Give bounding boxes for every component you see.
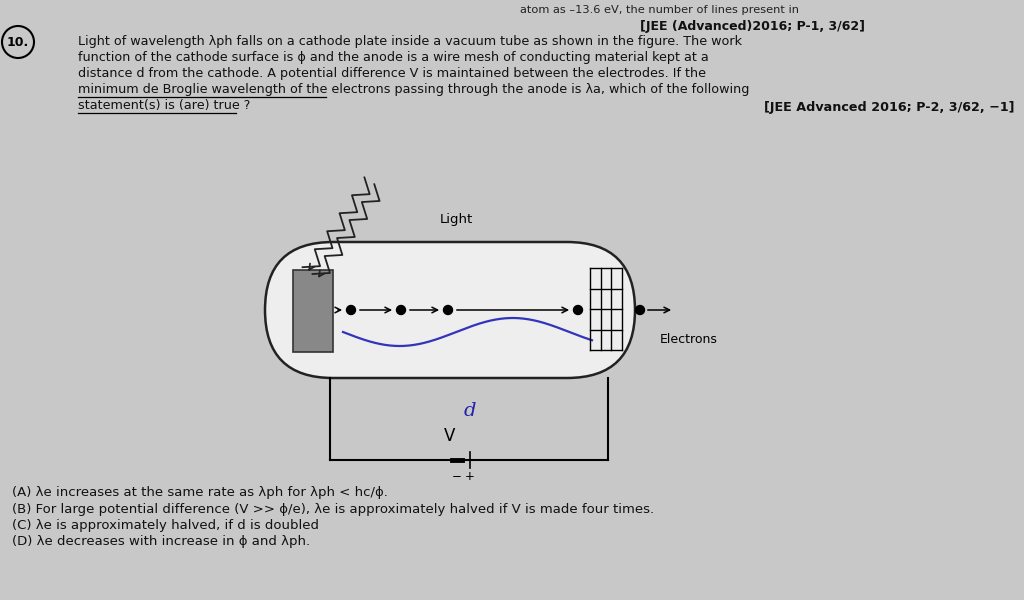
Text: Light: Light	[440, 213, 473, 226]
Text: Electrons: Electrons	[660, 333, 718, 346]
Text: function of the cathode surface is ϕ and the anode is a wire mesh of conducting : function of the cathode surface is ϕ and…	[78, 51, 709, 64]
Text: (C) λe is approximately halved, if d is doubled: (C) λe is approximately halved, if d is …	[12, 519, 319, 532]
Text: (D) λe decreases with increase in ϕ and λph.: (D) λe decreases with increase in ϕ and …	[12, 535, 310, 548]
Text: minimum de Broglie wavelength of the electrons passing through the anode is λa, : minimum de Broglie wavelength of the ele…	[78, 83, 750, 96]
Text: Light of wavelength λph falls on a cathode plate inside a vacuum tube as shown i: Light of wavelength λph falls on a catho…	[78, 35, 742, 48]
Circle shape	[396, 305, 406, 314]
Text: (A) λe increases at the same rate as λph for λph < hc/ϕ.: (A) λe increases at the same rate as λph…	[12, 486, 388, 499]
Text: [JEE (Advanced)2016; P-1, 3/62]: [JEE (Advanced)2016; P-1, 3/62]	[640, 20, 865, 33]
Text: −: −	[452, 470, 462, 483]
Text: atom as –13.6 eV, the number of lines present in: atom as –13.6 eV, the number of lines pr…	[520, 5, 799, 15]
Text: 10.: 10.	[7, 35, 29, 49]
Circle shape	[573, 305, 583, 314]
Text: distance d from the cathode. A potential difference V is maintained between the : distance d from the cathode. A potential…	[78, 67, 706, 80]
Text: (B) For large potential difference (V >> ϕ/e), λe is approximately halved if V i: (B) For large potential difference (V >>…	[12, 503, 654, 515]
Text: statement(s) is (are) true ?: statement(s) is (are) true ?	[78, 99, 251, 112]
FancyBboxPatch shape	[265, 242, 635, 378]
Circle shape	[443, 305, 453, 314]
Text: V: V	[444, 427, 456, 445]
Text: [JEE Advanced 2016; P-2, 3/62, −1]: [JEE Advanced 2016; P-2, 3/62, −1]	[765, 101, 1015, 114]
Circle shape	[346, 305, 355, 314]
Text: d: d	[464, 402, 476, 420]
Text: +: +	[465, 470, 475, 483]
Bar	[293, 270, 333, 352]
Circle shape	[636, 305, 644, 314]
